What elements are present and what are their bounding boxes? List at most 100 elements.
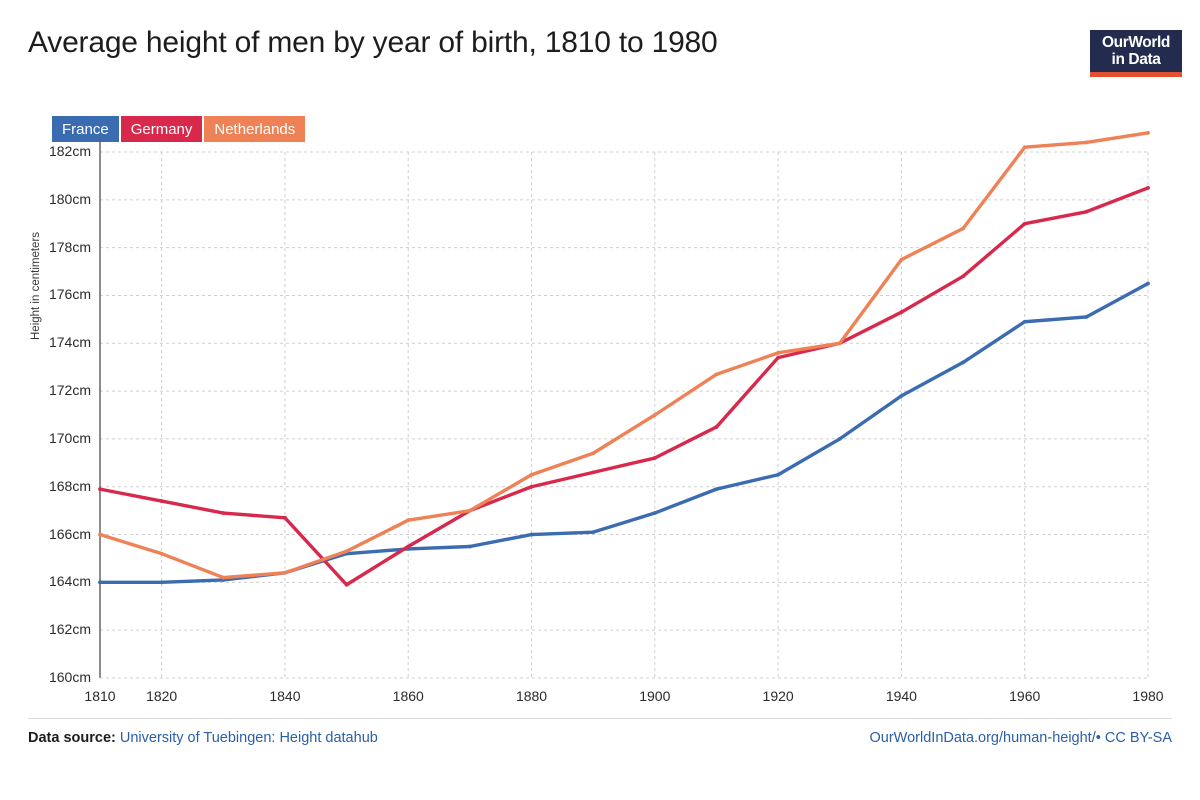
- y-tick-label: 160cm: [48, 669, 91, 685]
- data-point: [159, 499, 164, 503]
- license-link[interactable]: CC BY-SA: [1104, 730, 1172, 746]
- data-point: [591, 470, 596, 475]
- x-tick-label: 1900: [639, 688, 671, 704]
- data-point: [467, 508, 472, 513]
- data-point: [1146, 130, 1150, 135]
- x-tick-label: 1980: [1132, 688, 1164, 704]
- data-point: [961, 360, 965, 365]
- legend-item-netherlands[interactable]: Netherlands: [204, 116, 306, 142]
- legend-label: Germany: [130, 120, 193, 138]
- legend-label: France: [62, 120, 109, 138]
- footer-attribution: OurWorldInData.org/human-height/• CC BY-…: [870, 730, 1172, 746]
- chart-header: Average height of men by year of birth, …: [0, 0, 1200, 100]
- data-point: [899, 310, 904, 315]
- y-tick-label: 178cm: [48, 238, 91, 255]
- data-point: [714, 487, 719, 492]
- data-point: [159, 580, 164, 585]
- data-point: [776, 472, 781, 477]
- data-point: [283, 515, 287, 520]
- source-link[interactable]: University of Tuebingen: Height datahub: [119, 730, 378, 746]
- x-tick-label: 1940: [885, 688, 917, 704]
- data-point: [591, 530, 596, 535]
- data-point: [529, 472, 534, 477]
- data-point: [837, 341, 842, 346]
- x-tick-label: 1810: [84, 688, 116, 704]
- data-point: [467, 508, 472, 513]
- source-label: Data source:: [28, 730, 116, 746]
- data-point: [529, 532, 534, 537]
- data-point: [406, 544, 411, 549]
- footer-source: Data source: University of Tuebingen: He…: [28, 730, 378, 746]
- x-tick-label: 1920: [762, 688, 794, 704]
- data-point: [467, 544, 472, 549]
- data-point: [221, 575, 226, 580]
- legend-label: Netherlands: [214, 120, 296, 138]
- data-point: [283, 570, 287, 575]
- data-point: [98, 580, 102, 585]
- owid-logo[interactable]: OurWorld in Data: [1090, 30, 1182, 77]
- data-point: [652, 413, 657, 417]
- x-tick-label: 1840: [269, 688, 301, 704]
- y-tick-label: 174cm: [48, 334, 91, 351]
- data-point: [1022, 221, 1027, 226]
- data-point: [406, 546, 411, 551]
- data-point: [652, 456, 657, 460]
- data-point: [837, 341, 842, 346]
- legend-item-germany[interactable]: Germany: [120, 116, 203, 142]
- data-point: [159, 551, 164, 556]
- data-point: [961, 274, 965, 279]
- data-point: [776, 350, 781, 355]
- data-point: [344, 582, 349, 587]
- data-point: [98, 532, 102, 537]
- series-line-germany[interactable]: [98, 186, 1150, 587]
- data-point: [1146, 185, 1150, 190]
- logo-accent-bar: [1090, 72, 1182, 77]
- y-tick-label: 172cm: [48, 382, 91, 399]
- data-point: [899, 257, 904, 262]
- footer-separator: •: [1095, 730, 1101, 746]
- data-point: [1084, 140, 1089, 145]
- data-point: [1146, 281, 1150, 286]
- data-point: [899, 393, 904, 398]
- y-tick-label: 176cm: [48, 286, 91, 303]
- data-point: [344, 551, 349, 556]
- y-tick-label: 180cm: [48, 190, 91, 207]
- page-title: Average height of men by year of birth, …: [28, 26, 718, 59]
- owid-url-link[interactable]: OurWorldInData.org/human-height/: [869, 730, 1096, 746]
- series-line-netherlands[interactable]: [98, 131, 1150, 580]
- data-point: [344, 549, 349, 554]
- data-point: [98, 487, 102, 492]
- x-tick-label: 1880: [515, 688, 548, 704]
- y-tick-label: 164cm: [48, 573, 91, 590]
- data-point: [221, 511, 226, 515]
- x-tick-label: 1960: [1009, 688, 1041, 704]
- data-point: [961, 226, 965, 231]
- y-tick-label: 182cm: [48, 143, 91, 159]
- y-tick-label: 166cm: [48, 525, 91, 542]
- y-tick-label: 168cm: [48, 477, 91, 494]
- data-point: [714, 372, 719, 377]
- data-point: [283, 570, 287, 575]
- data-point: [1084, 315, 1089, 319]
- data-point: [591, 451, 596, 456]
- data-point: [714, 425, 719, 429]
- data-point: [1022, 145, 1027, 150]
- logo-line-1: OurWorld: [1102, 34, 1170, 51]
- data-point: [1022, 319, 1027, 324]
- legend-item-france[interactable]: France: [52, 116, 119, 142]
- logo-line-2: in Data: [1111, 51, 1161, 68]
- data-point: [406, 518, 411, 523]
- data-point: [529, 484, 534, 489]
- y-tick-label: 170cm: [48, 429, 91, 446]
- footer-divider: [28, 718, 1172, 719]
- data-point: [652, 511, 657, 515]
- series-line-france[interactable]: [98, 281, 1150, 585]
- data-point: [776, 355, 781, 360]
- data-point: [837, 437, 842, 441]
- x-tick-label: 1860: [392, 688, 424, 704]
- y-tick-label: 162cm: [48, 621, 91, 638]
- data-point: [1084, 209, 1089, 214]
- x-tick-label: 1820: [146, 688, 178, 704]
- chart-legend: France Germany Netherlands: [52, 116, 306, 142]
- data-point: [221, 578, 226, 582]
